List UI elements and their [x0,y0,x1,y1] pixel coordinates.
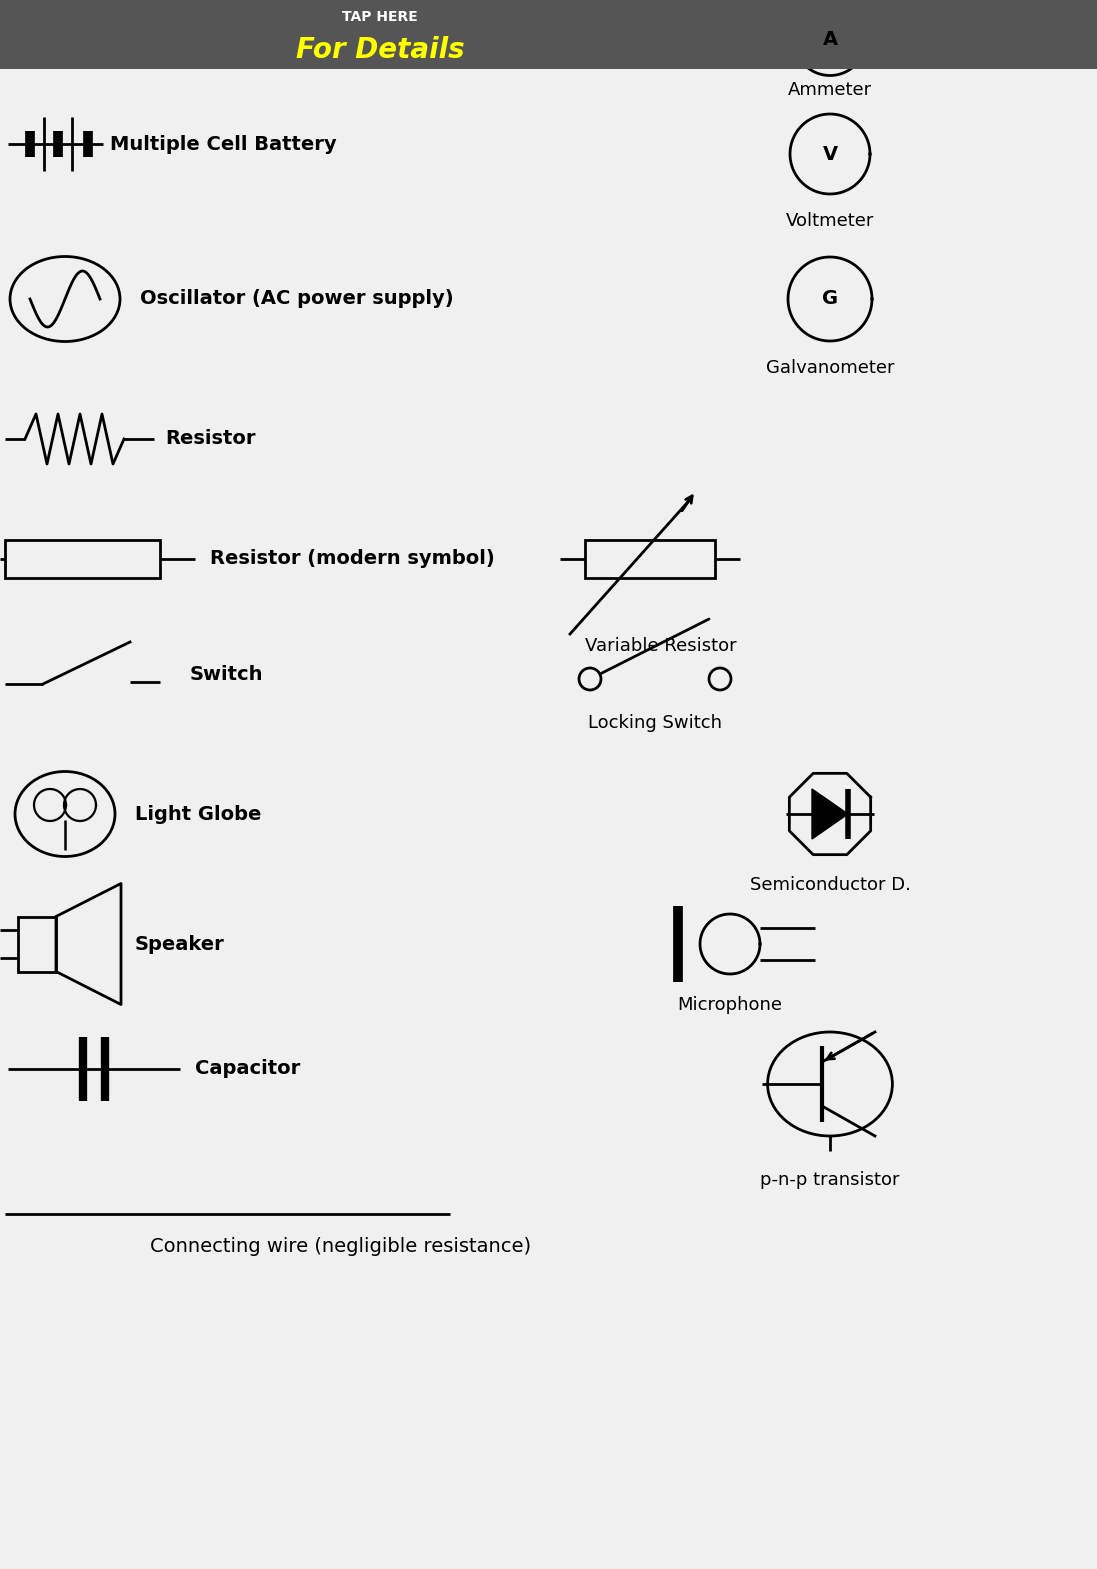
Text: Oscillator (AC power supply): Oscillator (AC power supply) [140,290,454,309]
Text: Resistor (modern symbol): Resistor (modern symbol) [210,549,495,568]
Text: Locking Switch: Locking Switch [588,714,722,733]
Text: Resistor: Resistor [165,430,256,449]
Bar [18,916,56,971]
Text: p-n-p transistor: p-n-p transistor [760,1170,900,1189]
Text: Capacitor: Capacitor [195,1059,301,1078]
Bar [0,0,1097,69]
Text: Single Cell Battery: Single Cell Battery [84,25,252,44]
Text: G: G [822,290,838,309]
Text: Voltmeter: Voltmeter [785,212,874,231]
Text: V: V [823,144,838,163]
Text: Variable Resistor: Variable Resistor [585,637,736,654]
Text: Multiple Cell Battery: Multiple Cell Battery [110,135,337,154]
Text: Semiconductor D.: Semiconductor D. [749,876,911,894]
Text: Connecting wire (negligible resistance): Connecting wire (negligible resistance) [150,1236,531,1255]
Text: Ammeter: Ammeter [788,82,872,99]
Text: Switch: Switch [190,665,263,684]
Polygon shape [812,789,848,839]
Text: Microphone: Microphone [678,996,782,1014]
Bar [5,540,160,577]
Text: Light Globe: Light Globe [135,805,261,824]
Bar [585,540,715,577]
Text: Galvanometer: Galvanometer [766,359,894,377]
Text: A: A [823,30,838,49]
Text: For Details: For Details [296,36,464,63]
Text: TAP HERE: TAP HERE [342,9,418,24]
Text: Speaker: Speaker [135,935,225,954]
